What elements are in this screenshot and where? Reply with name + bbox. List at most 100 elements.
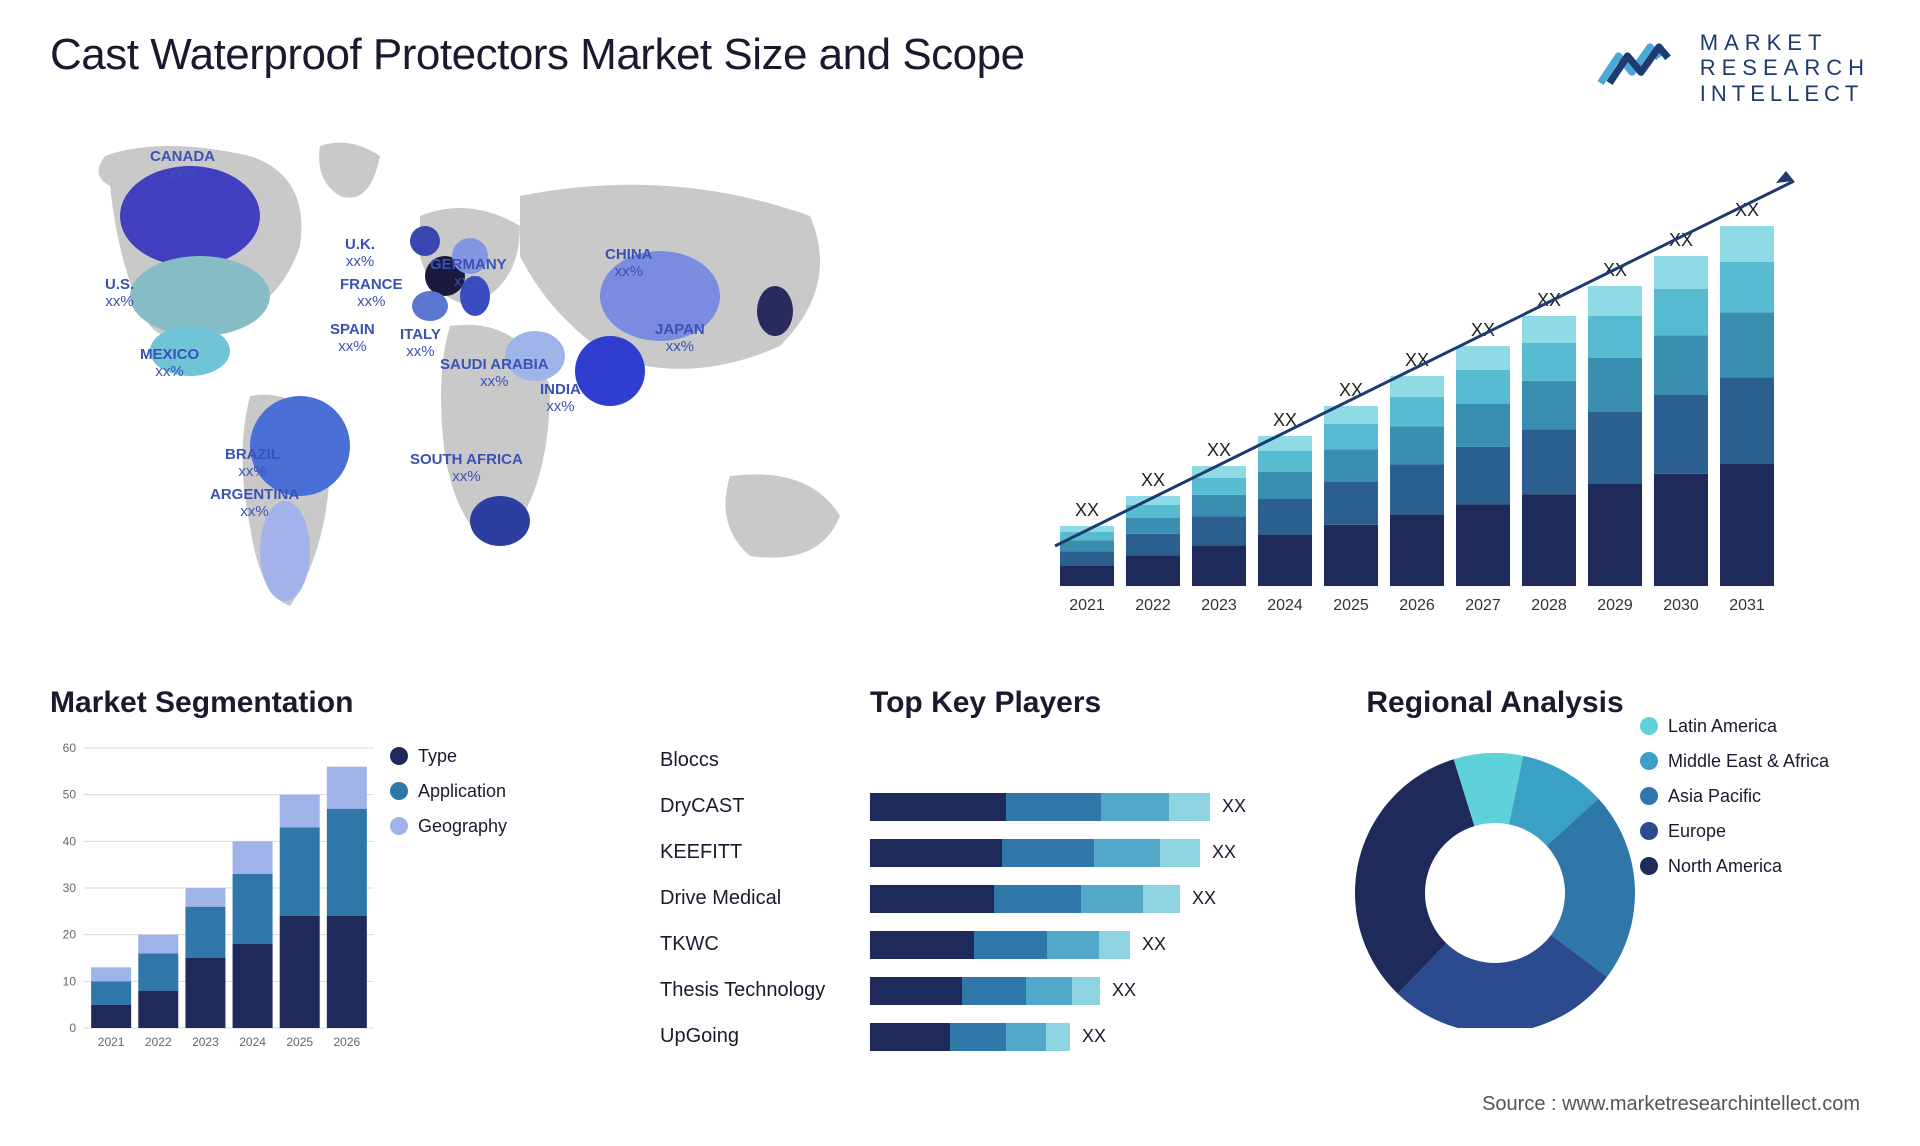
svg-text:2025: 2025	[1333, 597, 1369, 614]
player-value: XX	[1142, 934, 1166, 955]
svg-text:2027: 2027	[1465, 597, 1501, 614]
svg-text:XX: XX	[1075, 500, 1099, 520]
svg-text:2021: 2021	[1069, 597, 1105, 614]
player-bar-row: XX	[870, 968, 1300, 1014]
regional-title: Regional Analysis	[1350, 686, 1640, 720]
region-legend-item: Asia Pacific	[1640, 786, 1829, 807]
legend-label: Geography	[418, 816, 507, 837]
legend-label: North America	[1668, 856, 1782, 877]
brand-logo: MARKET RESEARCH INTELLECT	[1596, 30, 1870, 106]
map-label-u-s-: U.S.xx%	[105, 276, 134, 311]
player-bar	[870, 793, 1210, 821]
svg-text:2029: 2029	[1597, 597, 1633, 614]
map-label-south-africa: SOUTH AFRICAxx%	[410, 451, 523, 486]
player-value: XX	[1112, 980, 1136, 1001]
player-bar	[870, 839, 1200, 867]
svg-text:40: 40	[63, 834, 77, 848]
player-bar	[870, 977, 1100, 1005]
player-bar-row	[870, 738, 1300, 784]
player-value: XX	[1212, 842, 1236, 863]
svg-text:10: 10	[63, 974, 77, 988]
player-bar	[870, 885, 1180, 913]
legend-swatch	[390, 782, 408, 800]
map-label-germany: GERMANYxx%	[430, 256, 507, 291]
brand-logo-mark	[1596, 35, 1686, 100]
svg-text:2021: 2021	[98, 1035, 125, 1049]
svg-text:2022: 2022	[145, 1035, 172, 1049]
player-name: KEEFITT	[660, 830, 870, 876]
map-label-mexico: MEXICOxx%	[140, 346, 199, 381]
legend-label: Asia Pacific	[1668, 786, 1761, 807]
svg-text:2024: 2024	[1267, 597, 1303, 614]
regional-panel: Regional Analysis Latin America Middle Ea…	[1350, 686, 1870, 1086]
page-title: Cast Waterproof Protectors Market Size a…	[50, 30, 1025, 80]
svg-text:XX: XX	[1207, 440, 1231, 460]
seg-legend-application: Application	[390, 781, 507, 802]
svg-text:2025: 2025	[286, 1035, 313, 1049]
legend-label: Middle East & Africa	[1668, 751, 1829, 772]
map-label-japan: JAPANxx%	[655, 321, 705, 356]
svg-text:2024: 2024	[239, 1035, 266, 1049]
player-value: XX	[1192, 888, 1216, 909]
svg-text:2022: 2022	[1135, 597, 1171, 614]
player-name: Drive Medical	[660, 876, 870, 922]
legend-swatch	[1640, 787, 1658, 805]
legend-label: Europe	[1668, 821, 1726, 842]
legend-swatch	[390, 817, 408, 835]
brand-line3: INTELLECT	[1700, 81, 1870, 106]
legend-label: Latin America	[1668, 716, 1777, 737]
regional-legend: Latin America Middle East & Africa Asia Pa…	[1640, 686, 1829, 1086]
player-bar-row: XX	[870, 876, 1300, 922]
map-label-argentina: ARGENTINAxx%	[210, 486, 299, 521]
map-label-spain: SPAINxx%	[330, 321, 375, 356]
svg-text:0: 0	[69, 1021, 76, 1035]
legend-swatch	[1640, 822, 1658, 840]
player-name: Thesis Technology	[660, 968, 870, 1014]
map-label-u-k-: U.K.xx%	[345, 236, 375, 271]
player-bar-row: XX	[870, 784, 1300, 830]
svg-text:2026: 2026	[334, 1035, 361, 1049]
player-value: XX	[1082, 1026, 1106, 1047]
player-bar-row: XX	[870, 922, 1300, 968]
map-label-italy: ITALYxx%	[400, 326, 441, 361]
legend-swatch	[1640, 717, 1658, 735]
svg-text:2026: 2026	[1399, 597, 1435, 614]
map-label-india: INDIAxx%	[540, 381, 581, 416]
map-label-china: CHINAxx%	[605, 246, 653, 281]
region-legend-item: North America	[1640, 856, 1829, 877]
segmentation-panel: Market Segmentation 01020304050602021202…	[50, 686, 610, 1086]
svg-text:60: 60	[63, 741, 77, 755]
svg-text:30: 30	[63, 881, 77, 895]
segmentation-legend: Type Application Geography	[390, 686, 507, 1086]
player-bar	[870, 1023, 1070, 1051]
region-legend-item: Middle East & Africa	[1640, 751, 1829, 772]
world-map: CANADAxx%U.S.xx%MEXICOxx%BRAZILxx%ARGENT…	[50, 126, 950, 646]
source-attribution: Source : www.marketresearchintellect.com	[1482, 1093, 1860, 1116]
players-title: Top Key Players	[870, 686, 1300, 720]
seg-legend-geography: Geography	[390, 816, 507, 837]
svg-text:2031: 2031	[1729, 597, 1765, 614]
player-bar-row: XX	[870, 830, 1300, 876]
segmentation-title: Market Segmentation	[50, 686, 390, 720]
svg-text:2028: 2028	[1531, 597, 1567, 614]
svg-text:2023: 2023	[192, 1035, 219, 1049]
player-value: XX	[1222, 796, 1246, 817]
player-name: Bloccs	[660, 738, 870, 784]
legend-swatch	[390, 747, 408, 765]
brand-line2: RESEARCH	[1700, 55, 1870, 80]
legend-label: Type	[418, 746, 457, 767]
svg-text:XX: XX	[1141, 470, 1165, 490]
svg-text:2023: 2023	[1201, 597, 1237, 614]
player-bar-row: XX	[870, 1014, 1300, 1060]
svg-text:50: 50	[63, 788, 77, 802]
region-legend-item: Latin America	[1640, 716, 1829, 737]
player-name: UpGoing	[660, 1014, 870, 1060]
player-name: DryCAST	[660, 784, 870, 830]
map-label-canada: CANADAxx%	[150, 148, 215, 183]
map-label-saudi-arabia: SAUDI ARABIAxx%	[440, 356, 549, 391]
legend-label: Application	[418, 781, 506, 802]
player-bar	[870, 931, 1130, 959]
brand-line1: MARKET	[1700, 30, 1870, 55]
growth-chart: XX2021XX2022XX2023XX2024XX2025XX2026XX20…	[990, 126, 1870, 646]
seg-legend-type: Type	[390, 746, 507, 767]
